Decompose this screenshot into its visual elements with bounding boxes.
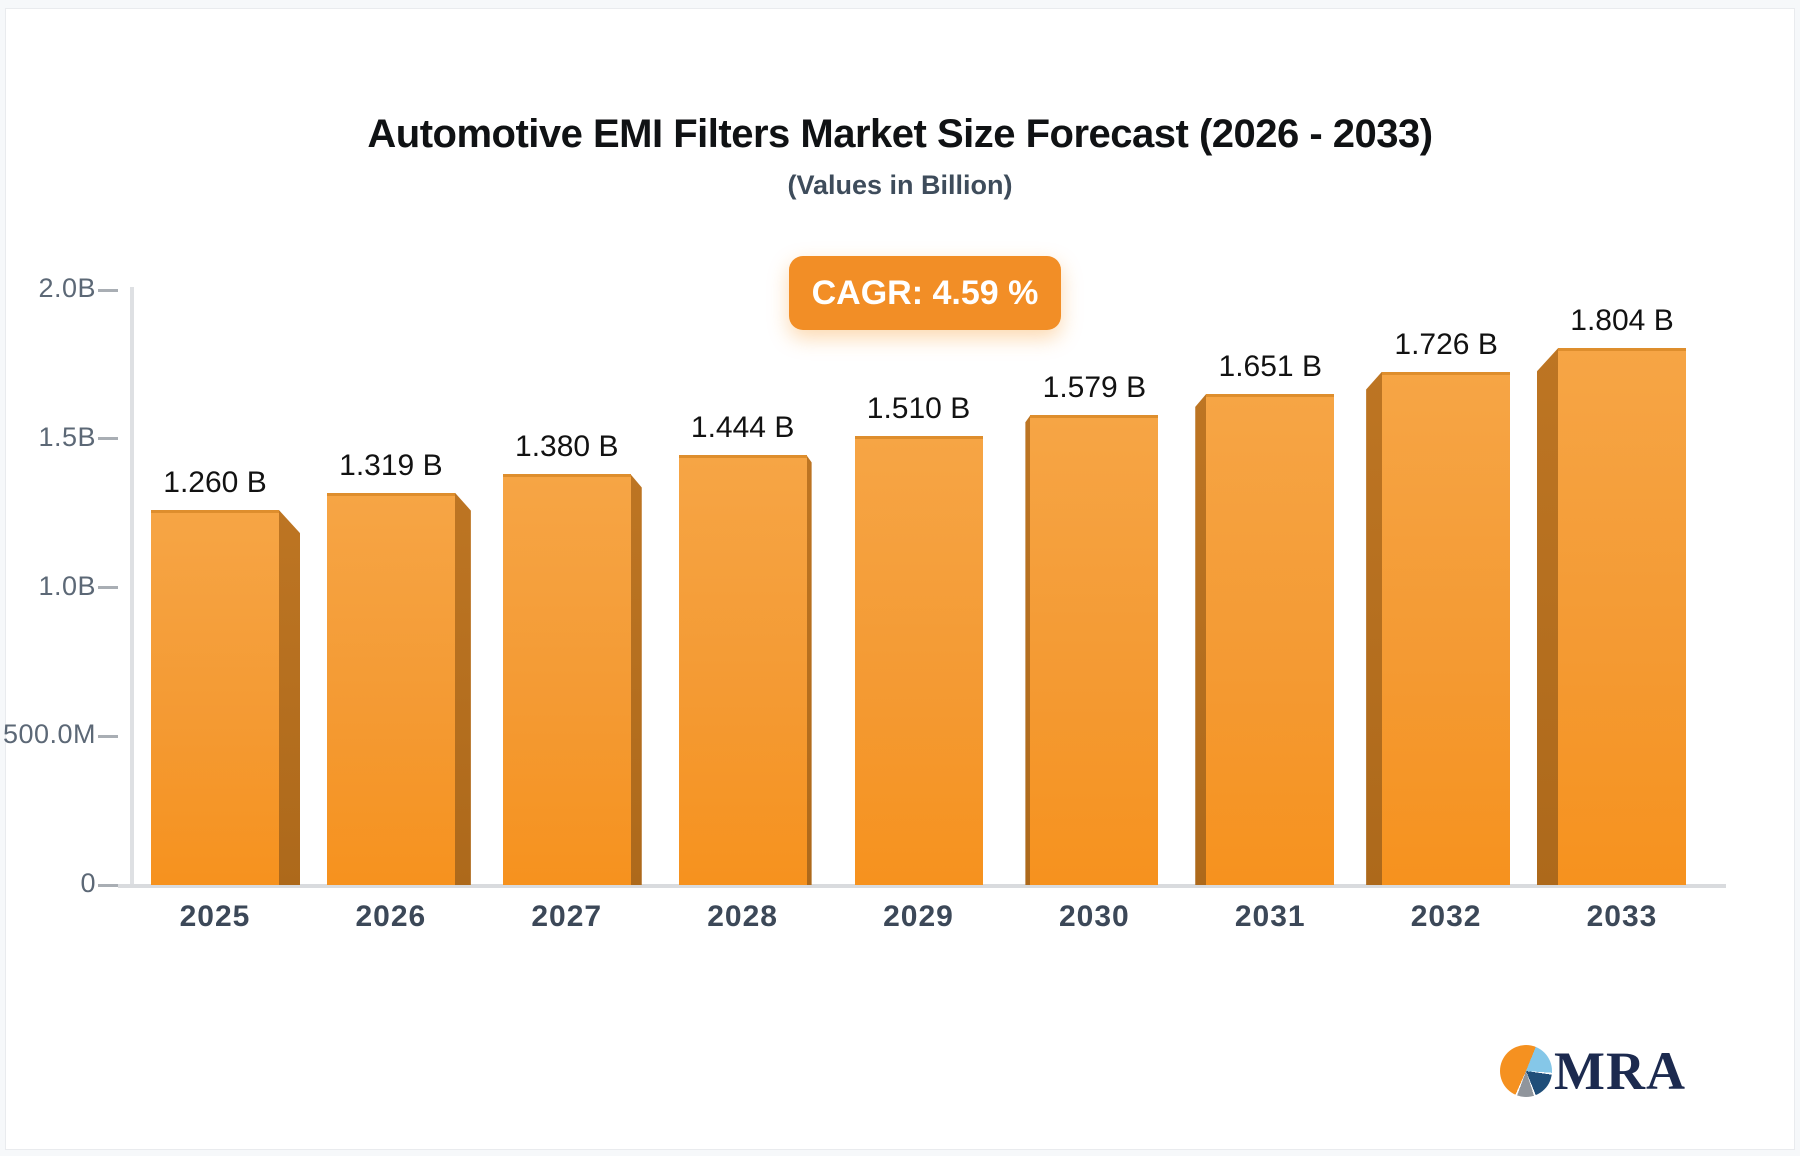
x-tick-label-2026: 2026 (355, 900, 427, 933)
bar-side-face (630, 474, 642, 885)
chart-subtitle: (Values in Billion) (787, 170, 1013, 200)
bar-value-label: 1.651 B (1218, 349, 1322, 383)
bar-face (1030, 415, 1159, 885)
bar-value-label: 1.726 B (1394, 327, 1498, 361)
bar-value-label: 1.444 B (690, 411, 795, 445)
bar-2031 (1195, 393, 1335, 885)
bar-face (502, 474, 631, 885)
bar-value-label: 1.380 B (515, 430, 619, 464)
bar-2028 (678, 455, 812, 885)
bar-face (1558, 348, 1686, 885)
bar-value-label: 1.260 B (163, 466, 267, 500)
y-tick-label: 1.5B (38, 421, 96, 452)
x-tick-label-2031: 2031 (1234, 900, 1306, 933)
bar-2032 (1366, 371, 1511, 885)
x-axis-line (118, 884, 1726, 888)
bar-2030 (1025, 415, 1159, 885)
y-axis-line (130, 287, 134, 887)
bar-value-label: 1.510 B (866, 391, 971, 425)
mra-logo: MRA (1500, 1036, 1760, 1106)
bar-side-face (1195, 393, 1207, 885)
y-tick-mark (98, 586, 118, 589)
y-tick-label: 500.0M (2, 719, 96, 750)
x-tick-label-2027: 2027 (531, 900, 603, 933)
x-tick-label-2032: 2032 (1410, 900, 1482, 933)
bar-value-label: 1.319 B (339, 448, 443, 482)
y-tick-label: 2.0B (38, 273, 96, 303)
pie-chart-logo-icon (1500, 1045, 1552, 1097)
bar-face (854, 435, 983, 885)
bar-side-face (1537, 348, 1558, 885)
y-tick-mark (98, 883, 118, 887)
x-tick-label-2025: 2025 (179, 900, 251, 933)
bar-face (678, 455, 807, 885)
y-tick-mark (98, 288, 118, 292)
cagr-badge-label: CAGR: 4.59 % (811, 273, 1039, 312)
y-tick-label: 1.0B (38, 570, 96, 601)
x-tick-label-2028: 2028 (707, 900, 778, 933)
bar-side-face (279, 510, 300, 885)
bar-2029 (854, 435, 983, 885)
mra-logo-text: MRA (1554, 1041, 1686, 1101)
bar-side-face (806, 455, 812, 885)
y-tick-mark (98, 734, 118, 738)
bar-face (1382, 371, 1511, 885)
bar-2026 (326, 492, 471, 885)
y-tick-mark (98, 437, 118, 441)
bar-face (326, 492, 455, 885)
bar-2027 (502, 474, 642, 885)
x-tick-label-2033: 2033 (1586, 900, 1658, 933)
y-tick-label: 0 (80, 868, 96, 898)
bar-side-face (1025, 415, 1031, 885)
x-tick-label-2029: 2029 (883, 900, 954, 933)
chart-title: Automotive EMI Filters Market Size Forec… (367, 112, 1433, 156)
bar-side-face (454, 492, 471, 885)
cagr-badge: CAGR: 4.59 % (789, 256, 1061, 330)
bar-face (151, 510, 279, 885)
bar-face (1206, 393, 1335, 885)
bar-side-face (1366, 371, 1383, 885)
bar-2033 (1537, 348, 1686, 885)
bar-2025 (151, 510, 300, 885)
bar-value-label: 1.804 B (1570, 304, 1674, 338)
bar-value-label: 1.579 B (1042, 371, 1147, 405)
x-tick-label-2030: 2030 (1059, 900, 1130, 933)
